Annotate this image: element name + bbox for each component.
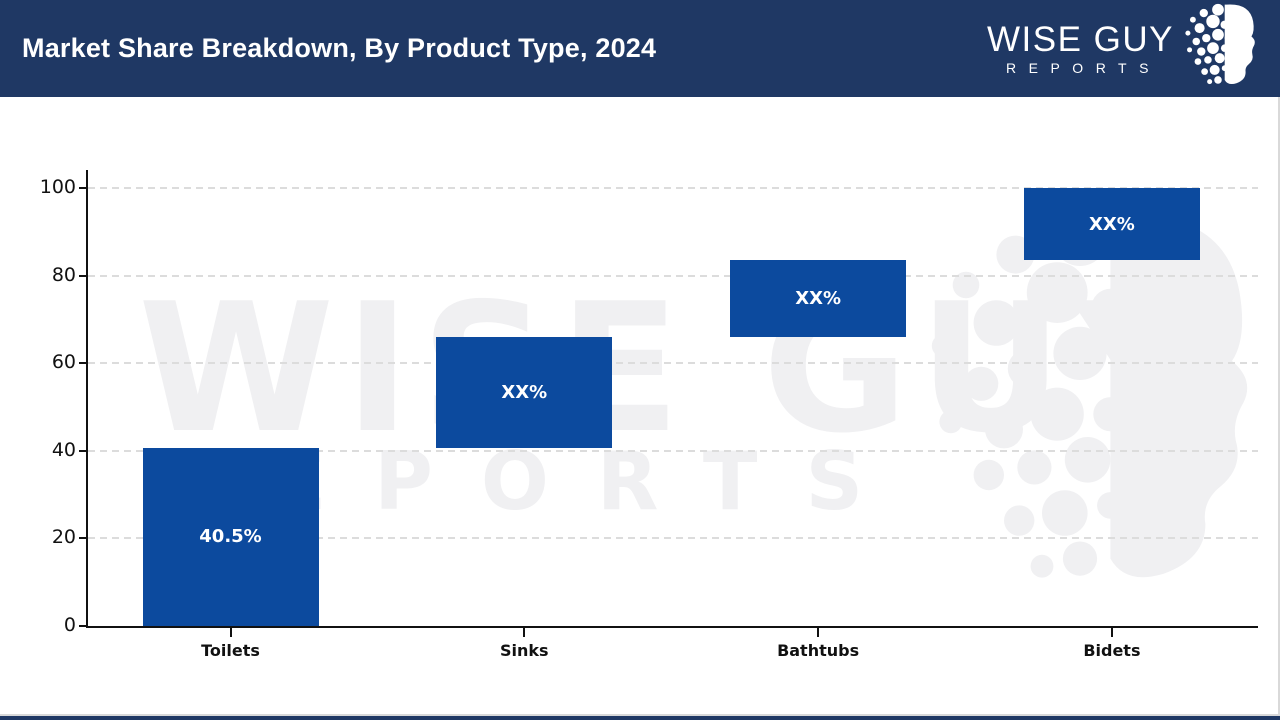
bar-value-label: 40.5%: [199, 526, 262, 548]
y-tick-label-60: 60: [51, 351, 76, 373]
y-tick-0: [79, 624, 88, 627]
x-category-label: Bathtubs: [777, 640, 860, 660]
bar-toilets: 40.5%: [142, 448, 319, 626]
y-tick-40: [79, 449, 88, 452]
x-tick-toilets: [229, 627, 232, 637]
logo-subtitle: REPORTS: [1006, 60, 1161, 76]
y-tick-60: [79, 362, 88, 364]
y-tick-label-0: 0: [63, 613, 76, 636]
bar-value-label: XX%: [1088, 213, 1135, 235]
y-tick-100: [79, 187, 88, 189]
gridline-y-100: [88, 187, 1258, 189]
x-tick-bathtubs: [817, 627, 820, 637]
y-tick-20: [79, 537, 88, 539]
gridline-y-80: [88, 274, 1258, 277]
footer-band: [0, 716, 1280, 720]
x-category-label: Bidets: [1083, 640, 1141, 660]
bar-value-label: XX%: [795, 287, 841, 309]
wise-guy-reports-logo: WISE GUY REPORTS: [987, 3, 1260, 95]
gridline-y-60: [88, 362, 1258, 364]
x-tick-sinks: [523, 627, 526, 637]
y-tick-label-80: 80: [51, 263, 76, 286]
watermark-face-icon: [931, 212, 1248, 578]
bar-bidets: XX%: [1023, 188, 1200, 261]
y-tick-label-40: 40: [51, 438, 76, 461]
bar-value-label: XX%: [501, 382, 548, 404]
y-axis-spine: [85, 170, 88, 628]
y-tick-80: [79, 274, 88, 277]
page-title: Market Share Breakdown, By Product Type,…: [22, 33, 657, 63]
bar-bathtubs: XX%: [730, 260, 907, 337]
y-tick-label-20: 20: [51, 526, 76, 548]
bottom-hairline: [0, 714, 1280, 716]
y-tick-label-100: 100: [39, 176, 76, 198]
x-category-label: Toilets: [201, 640, 260, 660]
x-tick-bidets: [1110, 627, 1113, 637]
dotted-face-icon: [1185, 3, 1255, 84]
logo-wordmark: WISE GUY: [986, 20, 1174, 59]
gridline-y-20: [88, 537, 1258, 539]
gridline-y-40: [88, 449, 1258, 452]
x-axis-spine: [88, 625, 1258, 628]
chart-plot-area: WISE GUY REPORTS 0 20 40 60 80 100 40.5% Toilet…: [0, 97, 1280, 716]
bar-sinks: XX%: [436, 336, 613, 449]
header-band: Market Share Breakdown, By Product Type,…: [0, 0, 1280, 97]
x-category-label: Sinks: [500, 640, 549, 660]
